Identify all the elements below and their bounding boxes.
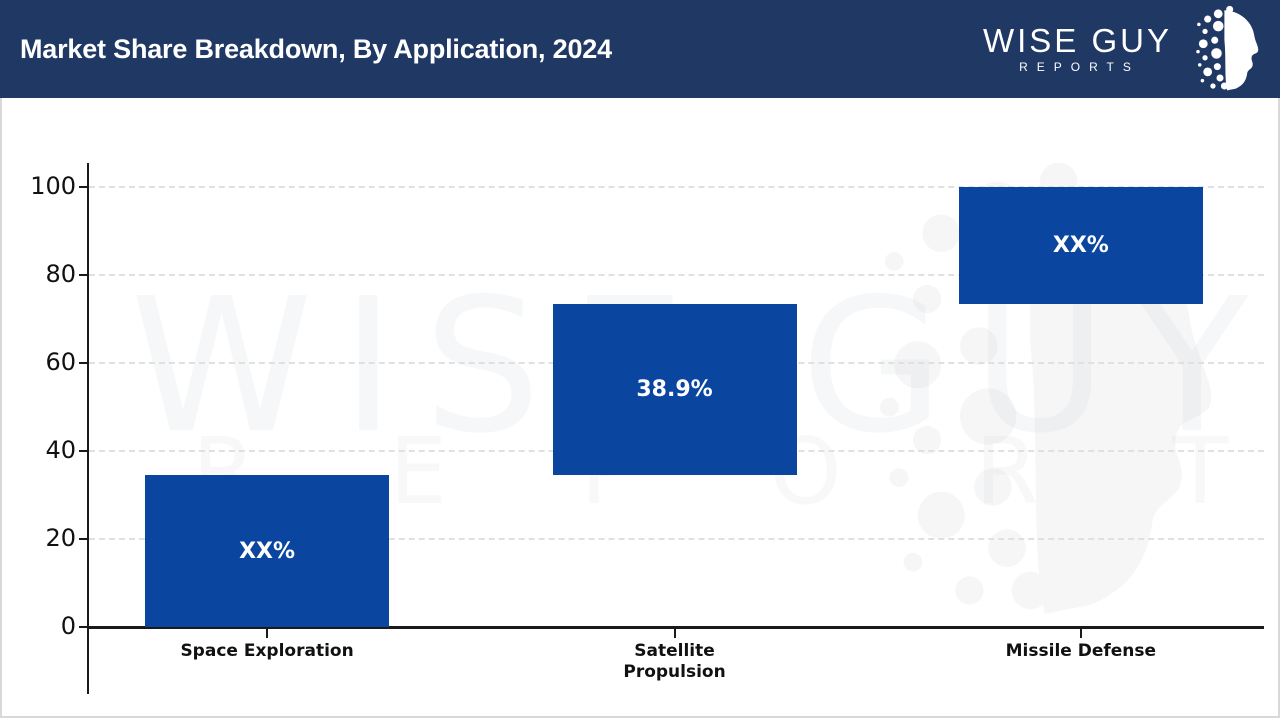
bar-missile-defense: XX% bbox=[958, 187, 1203, 305]
y-tick-label: 40 bbox=[45, 436, 76, 464]
gridline-y-80 bbox=[89, 274, 1264, 276]
y-tick-label: 0 bbox=[60, 612, 76, 640]
y-tick-mark bbox=[79, 538, 87, 540]
logo-wordmark: WISE GUY bbox=[982, 22, 1172, 59]
y-tick-mark bbox=[79, 274, 87, 276]
bar-satellite-propulsion: 38.9% bbox=[552, 304, 797, 476]
y-tick-mark bbox=[79, 626, 87, 628]
wiseguy-logo: WISE GUY REPORTS bbox=[983, 5, 1280, 93]
y-tick-mark bbox=[79, 362, 87, 364]
header-bar: Market Share Breakdown, By Application, … bbox=[0, 0, 1280, 98]
face-profile-dots-icon bbox=[1196, 5, 1259, 91]
bar-value-label: XX% bbox=[1052, 233, 1109, 259]
gridline-y-20 bbox=[89, 538, 1264, 540]
bar-value-label: XX% bbox=[239, 538, 296, 564]
x-tick-mark bbox=[1079, 629, 1082, 638]
y-tick-label: 60 bbox=[45, 348, 76, 376]
logo-text: WISE GUY REPORTS bbox=[983, 24, 1172, 74]
x-axis-line bbox=[87, 626, 1264, 629]
x-tick-mark bbox=[266, 629, 269, 638]
y-tick-label: 20 bbox=[45, 524, 76, 552]
y-tick-mark bbox=[79, 450, 87, 452]
y-tick-label: 100 bbox=[30, 172, 76, 200]
x-category-label: Satellite Propulsion bbox=[623, 641, 726, 683]
x-category-label: Missile Defense bbox=[1005, 641, 1157, 661]
x-category-label: Space Exploration bbox=[180, 641, 354, 661]
y-tick-label: 80 bbox=[45, 260, 76, 288]
bar-space-exploration: XX% bbox=[145, 475, 390, 627]
logo-subtitle: REPORTS bbox=[1019, 60, 1140, 74]
page-title: Market Share Breakdown, By Application, … bbox=[20, 33, 612, 64]
bar-value-label: 38.9% bbox=[636, 377, 713, 403]
gridline-y-100 bbox=[89, 186, 1264, 188]
y-axis-line bbox=[87, 163, 89, 694]
chart-card: WISE GUY R E P O R T S 020406080100XX%Sp… bbox=[0, 98, 1280, 718]
y-tick-mark bbox=[79, 186, 87, 188]
x-tick-mark bbox=[673, 629, 676, 638]
